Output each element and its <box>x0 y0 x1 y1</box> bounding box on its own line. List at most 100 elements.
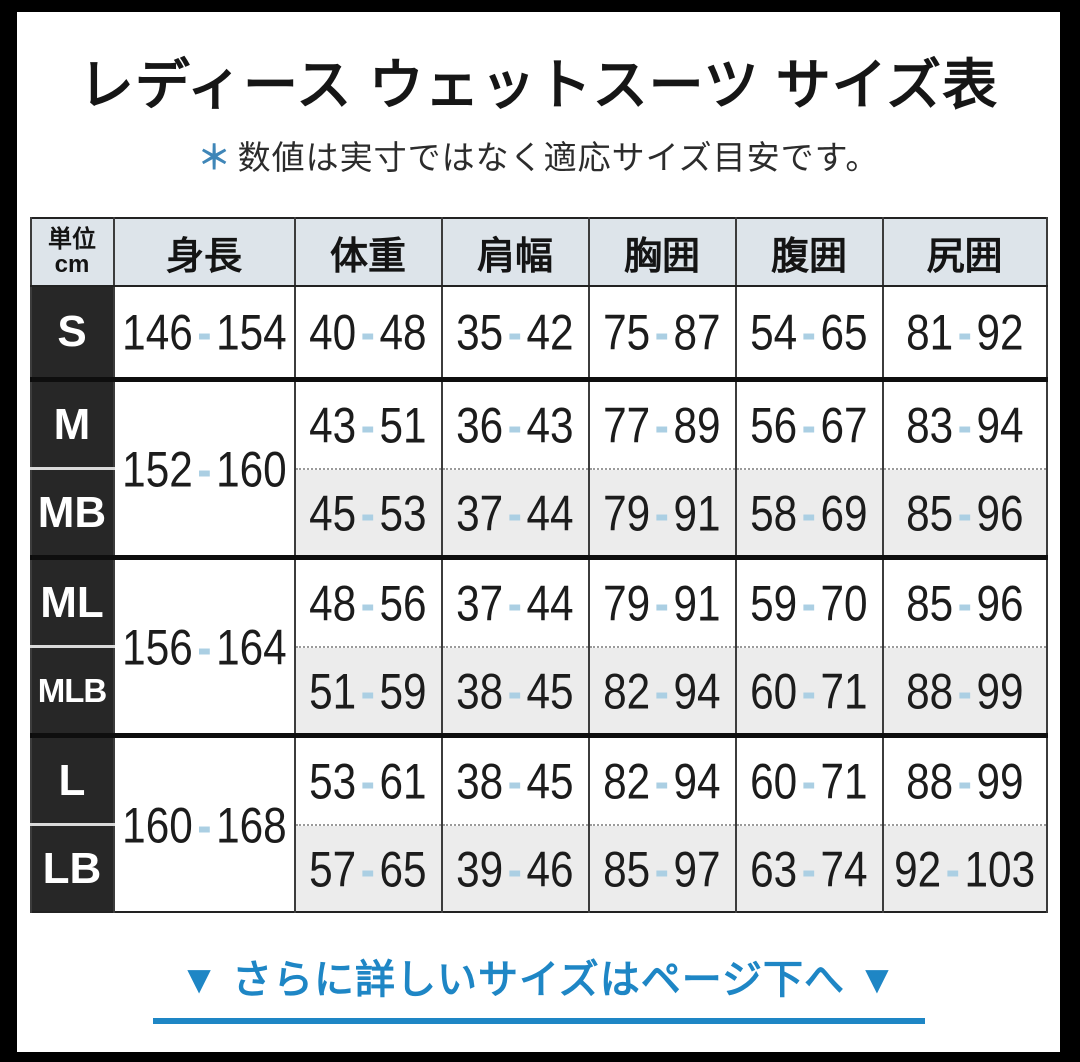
range-max: 44 <box>526 574 574 632</box>
range-min: 79 <box>603 484 651 541</box>
belly-range: 54-65 <box>734 286 884 380</box>
range-dash: - <box>654 574 670 632</box>
range-min: 53 <box>309 752 357 810</box>
range-min: 38 <box>456 662 504 719</box>
range-max: 94 <box>976 396 1024 454</box>
range-max: 97 <box>673 840 721 897</box>
range: 85-96 <box>906 574 1023 632</box>
range-max: 71 <box>820 752 868 810</box>
shoulder-range: 38-45 <box>440 733 590 825</box>
chest-range: 82-94 <box>587 733 737 825</box>
range: 51-59 <box>309 661 426 719</box>
range: 58-69 <box>750 483 867 541</box>
range-max: 99 <box>976 662 1024 719</box>
height-range: 156-164 <box>112 555 296 736</box>
weight-range: 43-51 <box>293 377 443 469</box>
range-dash: - <box>360 484 376 541</box>
hip-range: 92- 103 <box>881 823 1048 913</box>
range-min: 83 <box>905 396 953 454</box>
height-range: 160-168 <box>112 733 296 913</box>
range-min: 85 <box>905 484 953 541</box>
hip-range: 83-94 <box>881 377 1048 469</box>
range: 146-154 <box>122 303 287 361</box>
range-dash: - <box>360 396 376 454</box>
range: 82-94 <box>603 661 720 719</box>
size-label-s: S <box>29 286 115 380</box>
range: 75-87 <box>603 303 720 361</box>
range-max: 103 <box>964 840 1035 897</box>
range-max: 154 <box>215 304 287 361</box>
range-dash: - <box>654 304 670 361</box>
scroll-down-link[interactable]: ▼ さらに詳しいサイズはページ下へ ▼ <box>179 958 898 1003</box>
range: 39-46 <box>456 839 573 897</box>
row-ml: ML 156-164 48-56 37-44 79-91 59-70 85-96 <box>29 555 1048 736</box>
range-min: 88 <box>905 662 953 719</box>
size-label-mlb: MLB <box>29 645 115 736</box>
range-max: 91 <box>673 484 721 541</box>
range: 45-53 <box>309 483 426 541</box>
size-note-text: 数値は実寸ではなく適応サイズ目安です。 <box>237 139 880 177</box>
range-max: 45 <box>526 662 574 719</box>
range-min: 35 <box>456 304 504 361</box>
column-header-weight: 体重 <box>293 218 443 288</box>
range-dash: - <box>360 574 376 632</box>
range-dash: - <box>957 752 972 810</box>
weight-range: 53-61 <box>293 733 443 825</box>
belly-range: 58-69 <box>734 467 884 558</box>
range-dash: - <box>507 840 523 897</box>
range-dash: - <box>196 304 212 361</box>
range-dash: - <box>654 484 670 541</box>
range: 38-45 <box>456 661 573 719</box>
row-mlb: MLB 51-59 38-45 82-94 60-71 88-99 <box>29 645 1048 736</box>
range-max: 65 <box>820 304 868 361</box>
range-max: 46 <box>526 840 574 897</box>
hip-range: 85-96 <box>881 467 1048 558</box>
range: 79-91 <box>603 574 720 632</box>
range-min: 51 <box>309 662 357 719</box>
range-min: 152 <box>121 440 193 497</box>
shoulder-range: 36-43 <box>440 377 590 469</box>
range-min: 45 <box>309 484 357 541</box>
range-min: 36 <box>456 396 504 454</box>
range: 88-99 <box>906 661 1023 719</box>
row-l: L 160-168 53-61 38-45 82-94 60-71 88-99 <box>29 733 1048 913</box>
range-dash: - <box>360 304 376 361</box>
asterisk-mark: ＊ <box>197 139 232 177</box>
range-max: 74 <box>820 840 868 897</box>
range-min: 54 <box>750 304 798 361</box>
range-dash: - <box>654 662 670 719</box>
unit-cell: 単位 cm <box>29 218 115 288</box>
hip-range: 88-99 <box>881 733 1048 825</box>
range: 54-65 <box>750 303 867 361</box>
range-max: 96 <box>976 574 1024 632</box>
footer: ▼ さらに詳しいサイズはページ下へ ▼ <box>17 947 1060 1025</box>
range: 81-92 <box>906 303 1023 361</box>
range-max: 44 <box>526 484 574 541</box>
range-dash: - <box>957 484 972 541</box>
range-dash: - <box>801 752 817 810</box>
range-min: 43 <box>309 396 357 454</box>
range-dash: - <box>957 396 972 454</box>
range: 48-56 <box>309 574 426 632</box>
belly-range: 60-71 <box>734 733 884 825</box>
range-max: 92 <box>976 304 1024 361</box>
range-max: 168 <box>215 796 287 853</box>
weight-range: 57-65 <box>293 823 443 913</box>
chest-range: 77-89 <box>587 377 737 469</box>
unit-line2: cm <box>54 251 90 279</box>
range-max: 65 <box>379 840 427 897</box>
range-dash: - <box>507 396 523 454</box>
range-dash: - <box>654 752 670 810</box>
range-max: 61 <box>379 752 427 810</box>
range-min: 82 <box>603 752 651 810</box>
range-max: 43 <box>526 396 574 454</box>
hip-range: 81-92 <box>881 286 1048 380</box>
range-dash: - <box>360 662 376 719</box>
range-min: 60 <box>750 752 798 810</box>
range: 160-168 <box>122 796 287 854</box>
range-dash: - <box>801 484 817 541</box>
chest-range: 79-91 <box>587 467 737 558</box>
size-table: 単位 cm 身長 体重 肩幅 胸囲 腹囲 尻囲 S 146-154 40-48 … <box>29 217 1048 914</box>
range-dash: - <box>957 662 972 719</box>
range-min: 82 <box>603 662 651 719</box>
